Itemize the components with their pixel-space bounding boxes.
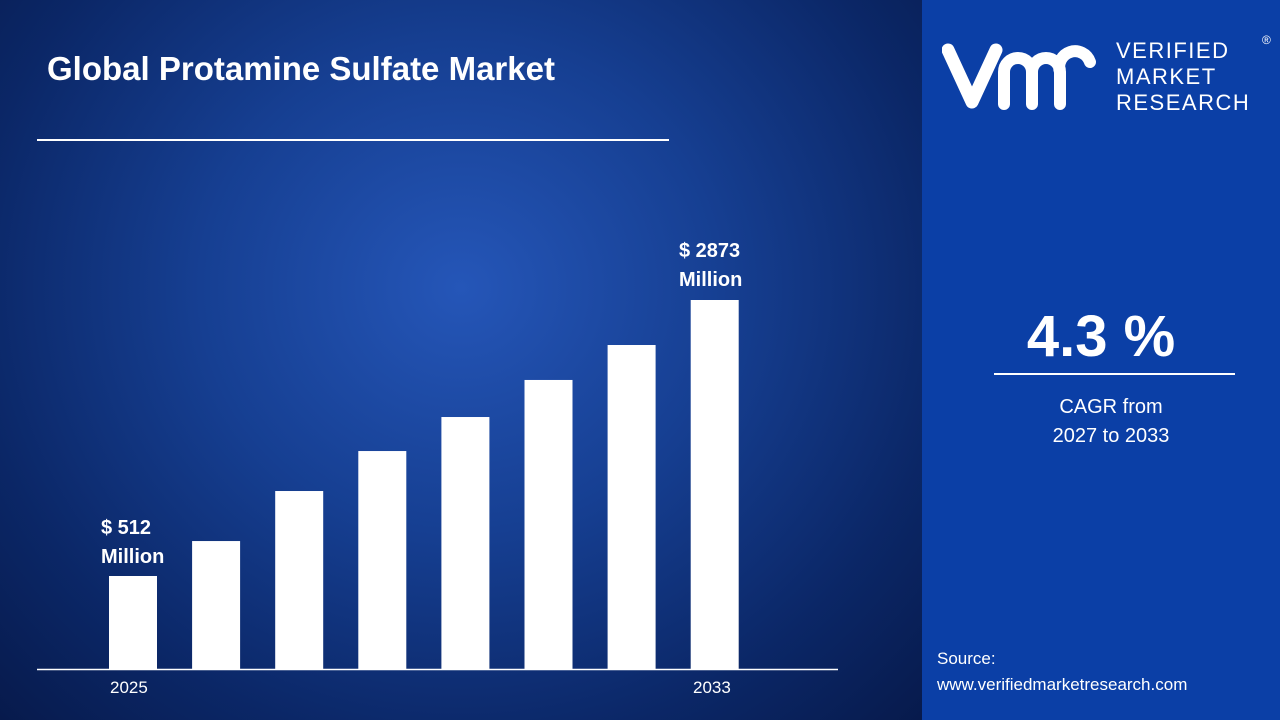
cagr-value: 4.3 % <box>1026 304 1176 369</box>
chart-background: Global Protamine Sulfate Market $ 512 Mi… <box>0 0 922 720</box>
data-label-first-unit: Million <box>101 546 165 568</box>
bar-item-6 <box>524 379 573 669</box>
data-label-last-unit: Million <box>679 269 743 291</box>
bar-chart <box>37 300 838 671</box>
title-divider <box>37 139 669 141</box>
cagr-label-line2: 2027 to 2033 <box>1052 425 1170 447</box>
chart-title: Global Protamine Sulfate Market <box>47 50 555 87</box>
data-label-last: $ 2873 Million <box>679 237 742 295</box>
source-label: Source: <box>937 649 996 668</box>
x-tick-last: 2033 <box>693 678 731 697</box>
data-label-last-value: $ 2873 <box>679 240 741 262</box>
bar-item-2 <box>192 541 241 669</box>
cagr-label: CAGR from 2027 to 2033 <box>932 393 1280 451</box>
bar-item-7 <box>607 345 656 669</box>
side-panel: VERIFIED MARKET RESEARCH ® 4.3 % CAGR fr… <box>922 0 1280 720</box>
cagr-divider <box>994 373 1235 375</box>
cagr-label-line1: CAGR from <box>1059 396 1163 418</box>
brand-name: VERIFIED MARKET RESEARCH <box>1116 38 1250 116</box>
x-tick-first: 2025 <box>110 678 148 697</box>
data-label-first-value: $ 512 <box>101 517 152 539</box>
brand-line3: RESEARCH <box>1116 90 1251 115</box>
bar-2025 <box>109 576 157 669</box>
bar-item-4 <box>358 451 407 669</box>
bar-2033 <box>690 300 739 669</box>
registered-icon: ® <box>1262 33 1271 47</box>
bar-item-5 <box>441 417 490 669</box>
data-label-first: $ 512 Million <box>101 514 164 572</box>
vmr-logo-icon <box>942 43 1096 110</box>
brand-line1: VERIFIED <box>1116 38 1230 63</box>
bar-item-3 <box>275 491 324 669</box>
brand-line2: MARKET <box>1116 64 1217 89</box>
source-url[interactable]: www.verifiedmarketresearch.com <box>937 675 1188 694</box>
